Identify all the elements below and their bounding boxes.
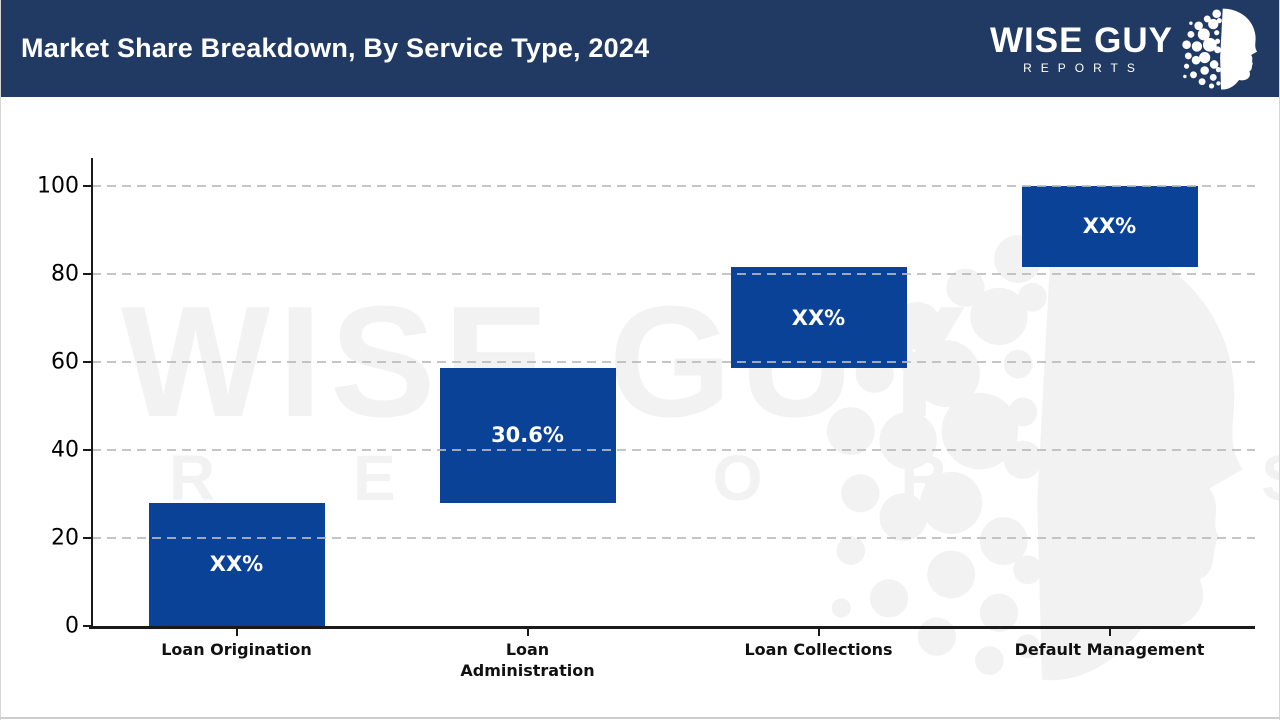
x-category-label-loan-collections: Loan Collections (744, 640, 893, 659)
y-tick-mark (83, 361, 91, 363)
brand-logo-line2: REPORTS (1023, 61, 1144, 75)
x-axis-line (89, 626, 1255, 629)
y-tick-mark (83, 185, 91, 187)
brand-logo-line1: WISE GUY (989, 21, 1173, 60)
y-tick-mark (83, 537, 91, 539)
bar-value-label: XX% (1082, 214, 1137, 239)
x-category-label-default-management: Default Management (1014, 640, 1205, 659)
bar-value-label: XX% (209, 552, 264, 577)
bar-value-label: 30.6% (491, 423, 564, 448)
x-tick-mark (526, 629, 529, 636)
y-tick-mark (83, 449, 91, 451)
y-tick-label: 0 (65, 613, 79, 639)
y-tick-label: 80 (51, 261, 79, 287)
gridline-20 (92, 537, 1255, 539)
gridline-80 (92, 273, 1255, 275)
gridline-100 (92, 185, 1255, 187)
x-tick-mark (817, 629, 820, 636)
y-tick-mark (83, 625, 91, 627)
bar-loan-collections: XX% (730, 266, 907, 369)
x-tick-mark (1108, 629, 1111, 636)
y-tick-label: 20 (51, 525, 79, 551)
gridline-40 (92, 449, 1255, 451)
bar-loan-administration: 30.6% (439, 368, 616, 503)
y-tick-mark (83, 273, 91, 275)
bottom-border (1, 717, 1279, 719)
chart-title: Market Share Breakdown, By Service Type,… (21, 33, 650, 63)
y-tick-label: 40 (51, 437, 79, 463)
x-category-label-loan-administration: Loan Administration (460, 640, 595, 680)
bar-default-management: XX% (1021, 186, 1198, 267)
bar-value-label: XX% (791, 305, 846, 330)
x-tick-mark (235, 629, 238, 636)
y-tick-label: 100 (37, 173, 79, 199)
dotted-face-icon (1182, 8, 1258, 90)
x-category-label-loan-origination: Loan Origination (161, 640, 312, 659)
y-tick-label: 60 (51, 349, 79, 375)
bar-loan-origination: XX% (148, 502, 325, 626)
brand-logo-text: WISE GUY REPORTS (990, 23, 1173, 74)
header-bar: Market Share Breakdown, By Service Type,… (1, 0, 1279, 97)
y-axis-line (91, 158, 93, 628)
brand-logo: WISE GUY REPORTS (990, 6, 1267, 92)
gridline-60 (92, 361, 1255, 363)
